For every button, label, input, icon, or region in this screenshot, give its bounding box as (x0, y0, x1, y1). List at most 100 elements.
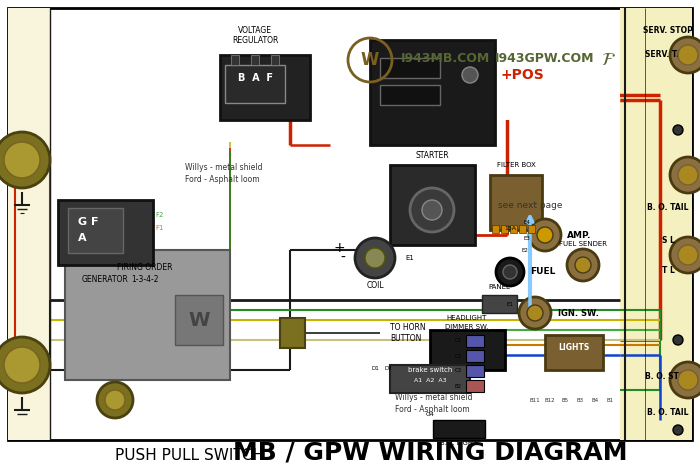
Circle shape (4, 347, 40, 383)
Bar (519, 225, 526, 233)
Text: B11: B11 (530, 398, 540, 403)
Text: TO HORN
BUTTON: TO HORN BUTTON (390, 323, 426, 343)
Bar (390, 165, 475, 245)
Text: DIMMER SW.: DIMMER SW. (445, 324, 489, 330)
Text: B4: B4 (592, 398, 598, 403)
Text: B  A  F: B A F (237, 73, 272, 83)
Text: B. O. TAIL: B. O. TAIL (648, 407, 689, 417)
Circle shape (496, 258, 524, 286)
Bar (490, 175, 542, 230)
Circle shape (673, 335, 683, 345)
Circle shape (4, 142, 40, 178)
Text: S L: S L (662, 236, 674, 245)
Text: FILTER BOX: FILTER BOX (496, 162, 536, 168)
Text: 1-3-4-2: 1-3-4-2 (132, 276, 159, 284)
Bar (380, 85, 440, 105)
Circle shape (673, 125, 683, 135)
Circle shape (678, 45, 698, 65)
Circle shape (105, 390, 125, 410)
Text: F: F (91, 217, 99, 227)
Text: see next page: see next page (498, 201, 562, 210)
Circle shape (567, 249, 599, 281)
Text: I943MB.COM: I943MB.COM (400, 51, 489, 65)
Text: FUEL: FUEL (530, 268, 555, 276)
Bar (466, 365, 484, 377)
Text: IGN. SW.: IGN. SW. (558, 309, 599, 317)
Circle shape (0, 337, 50, 393)
Text: +: + (333, 241, 345, 255)
Text: B.O. LIGHT: B.O. LIGHT (440, 440, 477, 446)
Text: $\mathcal{F}$: $\mathcal{F}$ (601, 51, 615, 69)
Bar (65, 250, 230, 380)
Bar (433, 420, 485, 438)
Bar (220, 55, 310, 120)
Bar (225, 65, 285, 103)
Text: Willys - metal shield: Willys - metal shield (185, 163, 262, 172)
Text: B1: B1 (606, 398, 614, 403)
Bar (528, 225, 535, 233)
Bar (620, 8, 692, 440)
Circle shape (575, 257, 591, 273)
Text: COIL: COIL (366, 281, 384, 290)
Circle shape (410, 188, 454, 232)
Text: D2: D2 (384, 365, 392, 371)
Text: B3: B3 (576, 398, 584, 403)
Text: STARTER: STARTER (415, 151, 449, 160)
Circle shape (670, 237, 700, 273)
Text: E3: E3 (524, 236, 531, 241)
Text: W: W (188, 310, 210, 330)
Circle shape (678, 245, 698, 265)
Text: D1: D1 (371, 365, 379, 371)
Bar (280, 318, 305, 348)
Bar (8, 8, 50, 440)
Bar (466, 335, 484, 347)
Text: FIRING ORDER: FIRING ORDER (118, 263, 173, 273)
Text: A1  A2  A3: A1 A2 A3 (414, 379, 447, 383)
Circle shape (678, 165, 698, 185)
Bar (370, 40, 495, 145)
Text: T L: T L (662, 266, 674, 276)
Text: GENERATOR: GENERATOR (82, 276, 128, 284)
Bar (251, 55, 259, 65)
Circle shape (0, 132, 50, 188)
Circle shape (670, 37, 700, 73)
Text: -: - (340, 251, 345, 265)
Text: VOLTAGE
REGULATOR: VOLTAGE REGULATOR (232, 25, 278, 45)
Text: Ford - Asphalt loom: Ford - Asphalt loom (185, 176, 260, 185)
Circle shape (678, 370, 698, 390)
Bar (501, 225, 508, 233)
Text: A: A (78, 233, 86, 243)
Text: B12: B12 (545, 398, 555, 403)
Text: Ford - Asphalt loom: Ford - Asphalt loom (395, 406, 470, 414)
Text: B. O. TAIL: B. O. TAIL (648, 203, 689, 212)
Circle shape (529, 219, 561, 251)
Bar (510, 225, 517, 233)
Text: F2: F2 (155, 212, 163, 218)
Text: MB / GPW WIRING DIAGRAM: MB / GPW WIRING DIAGRAM (232, 440, 627, 464)
Circle shape (519, 297, 551, 329)
Text: SERV. STOP: SERV. STOP (643, 26, 693, 35)
Text: B5: B5 (561, 398, 568, 403)
Text: B. O. STOP: B. O. STOP (645, 372, 691, 382)
Bar (58, 200, 153, 265)
Text: HEADLIGHT: HEADLIGHT (447, 315, 487, 321)
Text: Willys - metal shield: Willys - metal shield (395, 393, 472, 403)
Text: C3: C3 (455, 368, 462, 374)
Text: F1: F1 (155, 225, 164, 231)
Bar (271, 55, 279, 65)
Text: G4: G4 (426, 413, 435, 417)
Text: G: G (78, 217, 87, 227)
Circle shape (673, 425, 683, 435)
Bar (466, 350, 484, 362)
Bar (430, 330, 505, 370)
Bar (492, 225, 499, 233)
Bar (466, 380, 484, 392)
Circle shape (527, 305, 543, 321)
Bar (175, 295, 223, 345)
Text: E1: E1 (405, 255, 414, 261)
Bar (482, 295, 517, 313)
Bar (68, 208, 123, 253)
Text: PUSH PULL SWITCH: PUSH PULL SWITCH (115, 448, 264, 463)
Circle shape (422, 200, 442, 220)
Circle shape (462, 67, 478, 83)
